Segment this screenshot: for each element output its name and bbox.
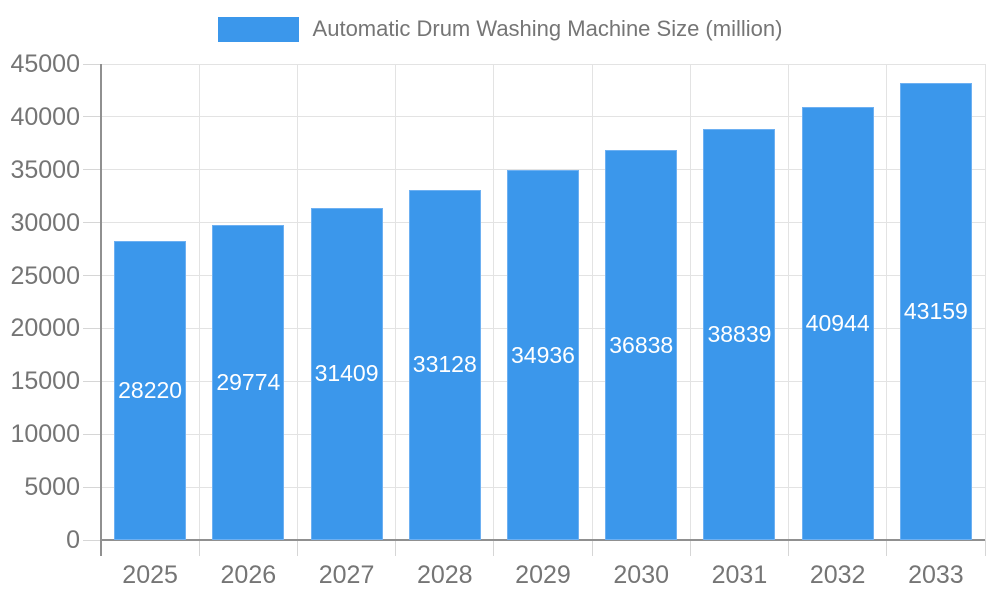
x-axis-tick <box>198 540 200 556</box>
chart-legend: Automatic Drum Washing Machine Size (mil… <box>0 14 1000 44</box>
bar-value-label: 40944 <box>805 309 870 336</box>
x-axis-line <box>100 539 985 541</box>
bar-2031[interactable]: 38839 <box>703 129 776 540</box>
bar-2032[interactable]: 40944 <box>801 106 874 540</box>
legend-label: Automatic Drum Washing Machine Size (mil… <box>312 16 783 41</box>
bar-2033[interactable]: 43159 <box>899 83 972 540</box>
x-gridline <box>198 64 200 540</box>
x-axis-tick <box>886 540 888 556</box>
x-gridline <box>788 64 790 540</box>
x-axis-label: 2026 <box>220 561 277 589</box>
bar-2030[interactable]: 36838 <box>605 150 678 540</box>
y-gridline <box>101 169 985 171</box>
bar-value-label: 31409 <box>314 360 379 387</box>
x-gridline <box>493 64 495 540</box>
y-axis-tick <box>83 433 101 435</box>
bar-value-label: 43159 <box>903 298 968 325</box>
x-axis-label: 2027 <box>318 561 375 589</box>
bar-2027[interactable]: 31409 <box>310 207 383 540</box>
x-axis-tick <box>984 540 986 556</box>
bar-2026[interactable]: 29774 <box>212 225 285 540</box>
x-gridline <box>591 64 593 540</box>
bar-2029[interactable]: 34936 <box>507 170 579 540</box>
bar-value-label: 33128 <box>412 351 477 378</box>
x-gridline <box>886 64 888 540</box>
bar-value-label: 28220 <box>118 377 183 404</box>
y-axis-label: 25000 <box>10 261 80 290</box>
x-gridline <box>395 64 397 540</box>
x-axis-tick <box>689 540 691 556</box>
y-axis-label: 40000 <box>10 102 80 131</box>
bar-value-label: 36838 <box>609 331 674 358</box>
y-axis-tick <box>83 169 101 171</box>
x-axis-label: 2028 <box>416 561 473 589</box>
y-gridline <box>101 116 985 118</box>
x-gridline <box>689 64 691 540</box>
x-axis-label: 2033 <box>908 561 964 589</box>
x-axis-label: 2031 <box>711 561 768 589</box>
x-axis-label: 2030 <box>613 561 670 589</box>
y-axis-tick <box>83 275 101 277</box>
x-axis-label: 2029 <box>515 561 571 589</box>
x-axis-tick <box>296 540 298 556</box>
x-axis-label: 2032 <box>809 561 866 589</box>
bar-2025[interactable]: 28220 <box>114 241 187 540</box>
y-axis-tick <box>83 380 101 382</box>
y-axis-line <box>100 64 102 556</box>
y-gridline <box>101 63 985 65</box>
x-gridline <box>296 64 298 540</box>
y-axis-label: 20000 <box>10 314 80 343</box>
y-axis-label: 35000 <box>10 155 80 184</box>
y-axis-tick <box>83 222 101 224</box>
y-axis-tick <box>83 116 101 118</box>
y-axis-label: 0 <box>66 526 80 554</box>
bar-value-label: 38839 <box>707 321 772 348</box>
y-axis-tick <box>83 539 101 541</box>
x-axis-tick <box>591 540 593 556</box>
bar-value-label: 29774 <box>216 369 281 396</box>
y-axis-label: 45000 <box>10 50 80 78</box>
x-gridline <box>984 64 986 540</box>
bar-2028[interactable]: 33128 <box>408 189 481 540</box>
y-axis-tick <box>83 486 101 488</box>
y-axis-tick <box>83 63 101 65</box>
y-axis-tick <box>83 327 101 329</box>
y-axis-label: 5000 <box>24 473 80 502</box>
legend-color-swatch <box>217 16 299 42</box>
y-axis-label: 30000 <box>10 208 80 237</box>
bar-value-label: 34936 <box>511 341 575 368</box>
y-axis-label: 15000 <box>10 367 80 396</box>
y-axis-label: 10000 <box>10 420 80 449</box>
x-axis-label: 2025 <box>122 561 178 589</box>
x-axis-tick <box>788 540 790 556</box>
x-axis-tick <box>395 540 397 556</box>
x-axis-tick <box>493 540 495 556</box>
